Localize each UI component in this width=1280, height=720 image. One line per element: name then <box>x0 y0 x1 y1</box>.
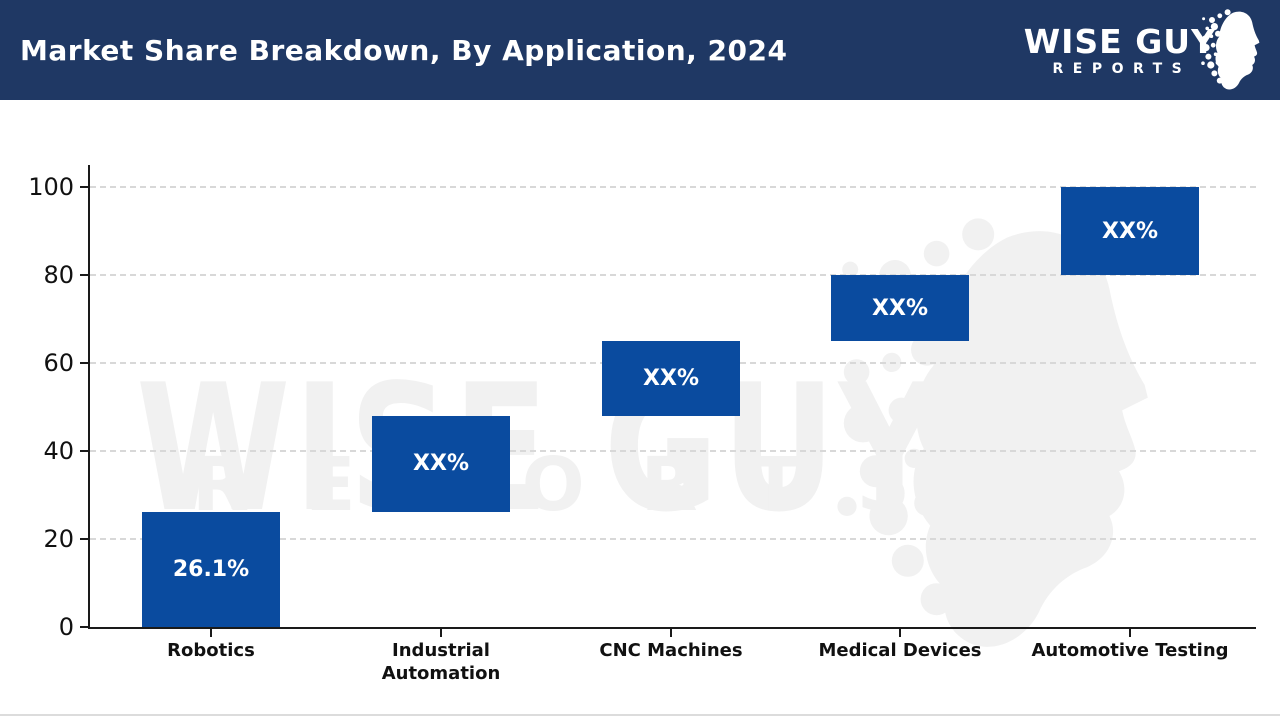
x-tick-mark <box>899 629 901 637</box>
page-title: Market Share Breakdown, By Application, … <box>20 33 788 67</box>
y-axis <box>88 165 90 629</box>
y-tick-label: 0 <box>58 613 74 641</box>
y-tick-label: 80 <box>43 261 74 289</box>
bar-segment: XX% <box>1061 187 1199 275</box>
wise-guy-logo: WISE GUY REPORTS <box>1024 8 1266 92</box>
x-category-label: CNC Machines <box>599 640 743 661</box>
x-category-label: Industrial Automation <box>381 640 501 684</box>
waterfall-chart: 0 20 40 60 80 100 26.1% XX% XX% XX% XX% Robotics I… <box>0 100 1280 720</box>
y-tick-mark <box>80 362 88 364</box>
y-tick-label: 40 <box>43 437 74 465</box>
x-category-label: Medical Devices <box>818 640 982 661</box>
x-tick-mark <box>670 629 672 637</box>
logo-text: WISE GUY REPORTS <box>1024 25 1216 76</box>
footer-divider <box>0 714 1280 716</box>
logo-wordmark: WISE GUY <box>1023 21 1216 61</box>
y-tick-mark <box>80 538 88 540</box>
y-tick-label: 60 <box>43 349 74 377</box>
bar-segment: XX% <box>831 275 969 341</box>
y-tick-mark <box>80 274 88 276</box>
bar-segment: XX% <box>372 415 510 513</box>
watermark-wordmark: WISE GUY <box>136 348 944 551</box>
y-tick-label: 20 <box>43 525 74 553</box>
x-axis <box>88 627 1256 629</box>
logo-face-icon <box>1201 9 1260 90</box>
gridline <box>90 186 1256 188</box>
bar-segment: 26.1% <box>142 512 280 627</box>
bar-value-label: XX% <box>1102 218 1158 244</box>
logo-subtext: REPORTS <box>1052 60 1192 77</box>
y-tick-mark <box>80 186 88 188</box>
y-tick-mark <box>80 450 88 452</box>
gridline <box>90 450 1256 452</box>
bar-segment: XX% <box>602 341 740 416</box>
chart-area: WISE GUY REPORTS 0 20 40 60 80 100 26.1% XX% XX… <box>0 100 1280 720</box>
y-tick-mark <box>80 626 88 628</box>
bar-value-label: 26.1% <box>172 557 250 583</box>
x-tick-mark <box>210 629 212 637</box>
bar-value-label: XX% <box>872 295 928 321</box>
header: Market Share Breakdown, By Application, … <box>0 0 1280 100</box>
gridline <box>90 274 1256 276</box>
x-category-label: Robotics <box>167 640 255 661</box>
x-tick-mark <box>1129 629 1131 637</box>
x-category-label: Automotive Testing <box>1031 640 1229 661</box>
bar-value-label: XX% <box>643 365 699 391</box>
gridline <box>90 538 1256 540</box>
bar-value-label: XX% <box>413 451 469 477</box>
y-tick-label: 100 <box>28 173 74 201</box>
x-tick-mark <box>440 629 442 637</box>
watermark-subtext: REPORTS <box>192 442 967 528</box>
